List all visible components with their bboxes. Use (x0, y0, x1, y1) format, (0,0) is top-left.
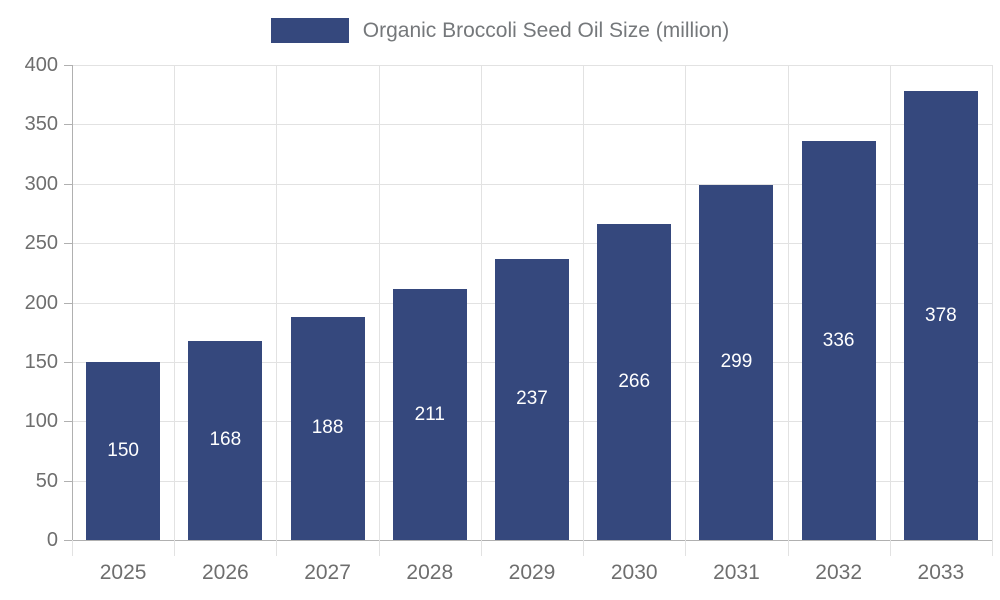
bar-2028 (392, 289, 467, 540)
bar-value-label: 378 (925, 304, 957, 326)
x-gridline (378, 65, 380, 540)
x-gridline (992, 65, 993, 540)
y-gridline (72, 65, 992, 66)
bar-2026 (188, 340, 263, 540)
x-gridline (787, 65, 789, 540)
bar-value-label: 150 (107, 439, 139, 461)
y-axis-tick-label: 0 (46, 529, 58, 551)
y-axis-tick (64, 183, 72, 185)
x-gridline (685, 65, 687, 540)
x-axis-tick-label: 2029 (508, 561, 556, 584)
y-axis-tick-label: 150 (24, 350, 58, 373)
y-axis-tick (64, 302, 72, 304)
x-axis-tick-label: 2025 (99, 561, 147, 584)
x-axis-tick-label: 2032 (815, 561, 863, 584)
bar-2030 (597, 224, 672, 540)
x-axis-line (72, 540, 992, 541)
x-axis-tick (889, 540, 891, 556)
y-axis-tick-label: 200 (24, 291, 58, 314)
x-axis-tick-label: 2028 (406, 561, 454, 584)
y-axis-tick-label: 350 (24, 113, 58, 136)
y-axis-tick-label: 100 (24, 410, 58, 433)
x-axis-tick (72, 540, 73, 556)
y-axis-tick-label: 400 (24, 54, 58, 76)
y-axis-tick (64, 243, 72, 245)
x-axis-tick-label: 2027 (304, 561, 351, 584)
y-axis-tick (64, 540, 72, 541)
x-axis-tick (276, 540, 278, 556)
x-axis-tick (378, 540, 380, 556)
bar-2029 (495, 258, 569, 540)
y-gridline (72, 243, 992, 245)
x-gridline (174, 65, 176, 540)
x-gridline (583, 65, 585, 540)
x-gridline (480, 65, 482, 540)
y-gridline (72, 124, 992, 126)
y-axis-tick (64, 361, 72, 363)
x-axis-tick-label: 2033 (917, 561, 965, 584)
x-axis-tick (787, 540, 789, 556)
x-axis-tick-label: 2030 (610, 561, 658, 584)
legend-label: Organic Broccoli Seed Oil Size (million) (362, 19, 730, 42)
y-axis-tick (64, 480, 72, 482)
bar-2025 (86, 361, 161, 540)
y-axis-line (72, 65, 73, 556)
bar-value-label: 188 (311, 417, 344, 439)
x-axis-tick (992, 540, 993, 556)
y-gridline (72, 183, 992, 185)
y-axis-tick-label: 50 (35, 469, 58, 492)
bar-value-label: 299 (720, 351, 753, 373)
bar-2031 (699, 184, 774, 540)
x-axis-tick-label: 2031 (713, 561, 760, 584)
y-axis-tick-label: 250 (24, 232, 58, 255)
bar-2027 (290, 316, 365, 540)
y-axis-tick (64, 421, 72, 423)
bar-value-label: 211 (414, 403, 445, 425)
plot-area: 0 50 100 150 200 250 300 350 400 150 2025 168 2026 18… (25, 54, 993, 584)
legend: Organic Broccoli Seed Oil Size (million) (0, 18, 1000, 43)
x-gridline (889, 65, 891, 540)
x-axis-tick (480, 540, 482, 556)
y-axis-tick (64, 124, 72, 126)
x-gridline (276, 65, 278, 540)
bar-2032 (801, 141, 876, 540)
x-axis-tick (174, 540, 176, 556)
x-axis-tick (583, 540, 585, 556)
bar-value-label: 237 (516, 388, 548, 410)
bar-value-label: 266 (618, 371, 651, 393)
y-axis-tick-label: 300 (24, 172, 58, 195)
x-axis-tick-label: 2026 (201, 561, 249, 584)
bar-value-label: 168 (209, 429, 242, 451)
y-axis-tick (64, 65, 72, 66)
legend-swatch (270, 18, 349, 43)
x-axis-tick (685, 540, 687, 556)
bar-value-label: 336 (822, 329, 855, 351)
bar-2033 (903, 91, 978, 540)
